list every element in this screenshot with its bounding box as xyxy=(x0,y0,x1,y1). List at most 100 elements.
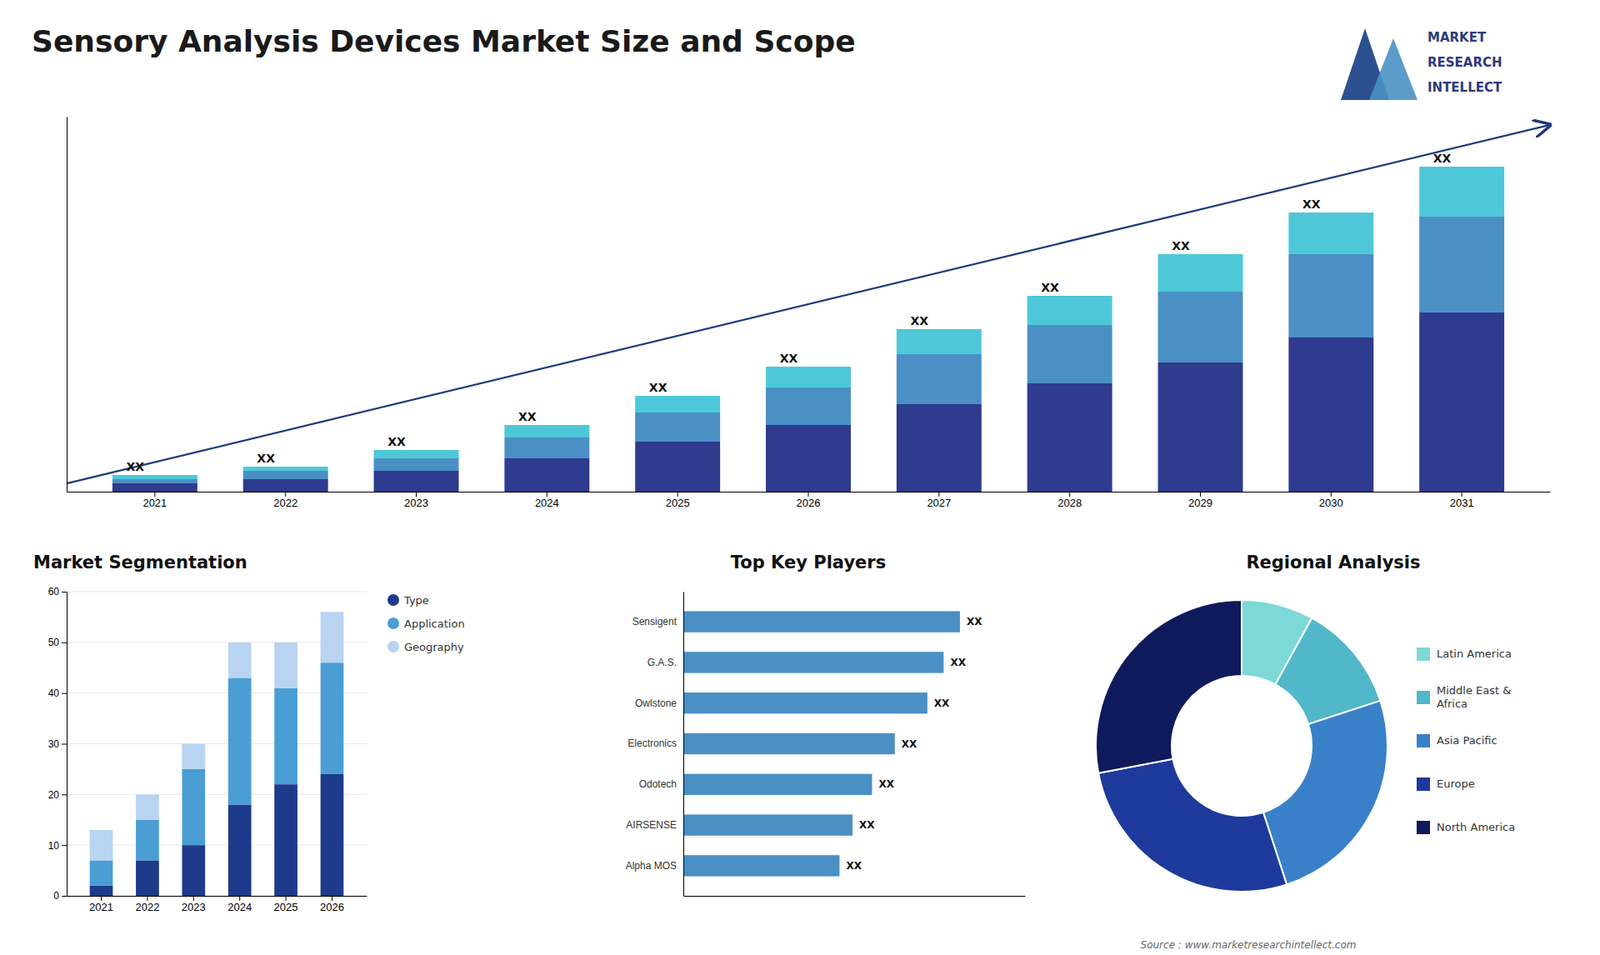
tick: G.A.S. xyxy=(647,656,684,669)
legend-swatch xyxy=(387,617,400,630)
bar-segment xyxy=(135,794,160,820)
tick: 2029 xyxy=(1188,491,1213,510)
tick-mark xyxy=(546,491,548,497)
bar-segment xyxy=(274,784,298,896)
slices xyxy=(1095,600,1388,892)
bar-segment xyxy=(135,860,160,896)
tick: Electronics xyxy=(627,737,684,750)
source: Source : www.marketresearchintellect.com xyxy=(1140,939,1357,951)
bar-segment xyxy=(1419,216,1505,313)
tick: 2025 xyxy=(274,895,299,914)
legend-item: Middle East &Africa xyxy=(1416,684,1511,710)
logo-shape xyxy=(1369,38,1418,100)
tick-label: 10 xyxy=(48,840,60,852)
text-line: Africa xyxy=(1436,696,1468,710)
tick-label: 2029 xyxy=(1188,496,1213,510)
legend-item: Geography xyxy=(387,640,465,654)
bar-segment xyxy=(228,677,252,805)
bar xyxy=(683,610,960,632)
tick-mark xyxy=(61,642,67,644)
tick-mark xyxy=(285,491,286,497)
tick-mark xyxy=(146,895,148,901)
tick: 50 xyxy=(48,636,67,649)
bars xyxy=(112,166,1505,492)
tick: 0 xyxy=(53,890,67,902)
legend-label: Type xyxy=(403,594,430,607)
tick-mark xyxy=(808,491,810,497)
chart-title: Market Segmentation xyxy=(33,552,248,573)
bar xyxy=(683,814,853,835)
legend-label: Europe xyxy=(1436,777,1475,790)
bar-segment xyxy=(228,805,252,897)
x-axis: 2021202220232024202520262027202820292030… xyxy=(67,491,1551,510)
legend-item: Application xyxy=(387,617,465,630)
tick: 2021 xyxy=(89,895,114,914)
tick: 2028 xyxy=(1057,491,1082,510)
tick-mark xyxy=(100,895,102,901)
bar-segment xyxy=(112,475,198,480)
bar-segment xyxy=(112,483,198,492)
legend-label: Asia Pacific xyxy=(1436,734,1498,747)
legend-label: Geography xyxy=(404,640,465,654)
bar-segment xyxy=(374,458,460,471)
tick-label: 2024 xyxy=(227,900,252,914)
tick-label: 2023 xyxy=(181,900,206,914)
data-label: XX xyxy=(1433,151,1452,165)
legend-item: North America xyxy=(1416,820,1515,835)
tick-label: Sensigent xyxy=(632,615,678,628)
data-label: XX xyxy=(934,697,950,710)
tick-label: 2023 xyxy=(404,496,429,510)
slice xyxy=(1098,759,1287,892)
tick-mark xyxy=(61,744,67,745)
tick-label: 2025 xyxy=(665,496,690,510)
tick-label: Owlstone xyxy=(635,697,677,710)
tick-mark xyxy=(1461,491,1463,497)
tick: 2030 xyxy=(1319,491,1344,510)
bar-segment xyxy=(135,820,160,861)
axis-domain xyxy=(683,592,685,897)
tick-mark xyxy=(677,491,679,497)
data-label: XX xyxy=(910,314,930,328)
tick: 2022 xyxy=(135,895,160,914)
bar xyxy=(683,692,928,714)
y-axis: SensigentG.A.S.OwlstoneElectronicsOdotec… xyxy=(625,592,685,897)
chart-title: Regional Analysis xyxy=(1245,552,1420,573)
bar-segment xyxy=(274,688,298,785)
tick: 2025 xyxy=(665,491,690,510)
tick-mark xyxy=(1069,491,1070,497)
tick: 2026 xyxy=(320,895,345,914)
chart-title: Top Key Players xyxy=(730,552,886,573)
legend-swatch xyxy=(1416,690,1430,705)
tick: 2023 xyxy=(404,491,429,510)
bar-segment xyxy=(1419,166,1505,217)
bar-segment xyxy=(1158,362,1244,492)
tick: 40 xyxy=(48,687,67,700)
bar-segment xyxy=(90,860,114,885)
axis-domain xyxy=(66,117,68,493)
y-axis xyxy=(66,117,68,493)
bar xyxy=(683,733,895,755)
legend-label: Latin America xyxy=(1436,647,1512,660)
text-line: Europe xyxy=(1436,777,1475,790)
bar-segment xyxy=(374,470,460,492)
tick-label: 60 xyxy=(48,585,60,598)
tick: Sensigent xyxy=(632,615,684,628)
bar-segment xyxy=(1027,325,1113,384)
tick-mark xyxy=(61,693,67,695)
legend-swatch xyxy=(1416,734,1430,748)
data-label: XX xyxy=(518,410,537,424)
tick-label: AIRSENSE xyxy=(625,819,677,831)
tick: 2031 xyxy=(1450,491,1475,510)
tick-label: 2027 xyxy=(926,496,951,510)
tick: 2026 xyxy=(796,491,821,510)
bar-segment xyxy=(1288,254,1374,338)
chart-market-segmentation: Market Segmentation 2021 2022 2023 2024 2025 2… xyxy=(33,552,465,914)
tick: 2023 xyxy=(181,895,206,914)
bar-segment xyxy=(1288,212,1374,255)
grid xyxy=(66,591,367,896)
tick-mark xyxy=(61,794,67,795)
chart-key-players: Top Key PlayersXXXXXXXXXXXXXXSensigentG.… xyxy=(625,552,1026,897)
x-axis xyxy=(684,895,1026,897)
bars xyxy=(90,611,345,896)
data-label: XX xyxy=(845,860,862,872)
